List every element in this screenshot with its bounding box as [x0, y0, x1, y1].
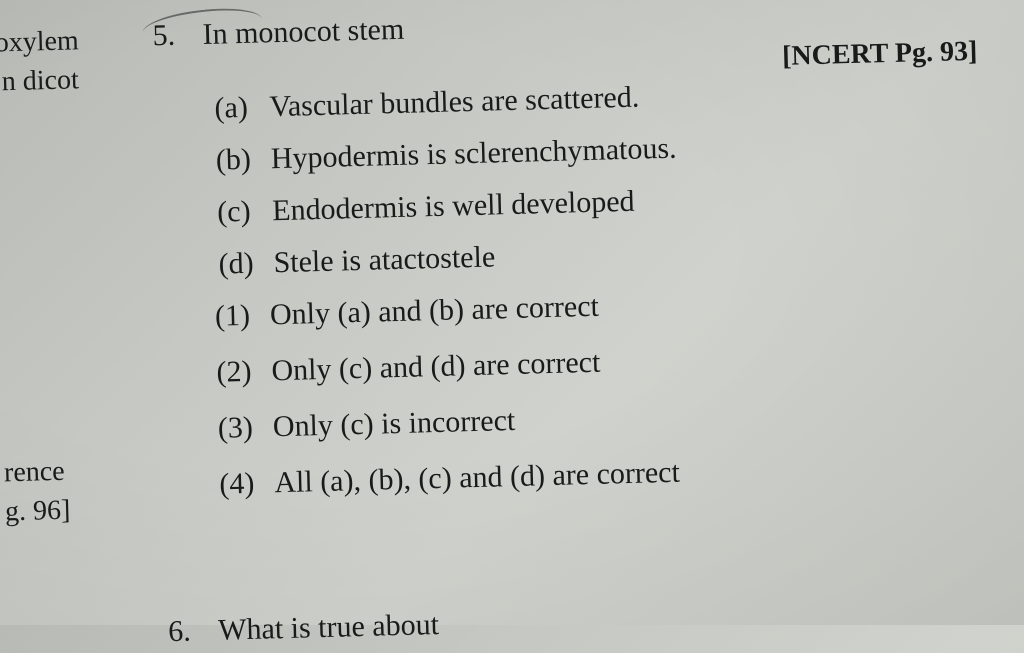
- statement-c: (c) Endodermis is well developed: [217, 175, 1012, 230]
- statement-text: Stele is atactostele: [273, 240, 495, 280]
- option-label: (2): [216, 354, 272, 389]
- statement-text: Endodermis is well developed: [272, 185, 635, 228]
- statement-label: (c): [217, 194, 273, 229]
- options-list: (1) Only (a) and (b) are correct (2) Onl…: [215, 279, 1019, 502]
- margin-bottom-1: rence: [4, 452, 70, 493]
- margin-text-1: oxylem: [0, 21, 79, 62]
- left-bottom-fragment: rence g. 96]: [4, 452, 71, 532]
- statement-text: Hypodermis is sclerenchymatous.: [270, 132, 677, 177]
- statement-text: Vascular bundles are scattered.: [269, 81, 640, 125]
- left-margin-fragment: oxylem n dicot: [0, 21, 80, 102]
- statement-b: (b) Hypodermis is sclerenchymatous.: [215, 123, 1010, 178]
- margin-bottom-2: g. 96]: [5, 491, 71, 532]
- margin-text-2: n dicot: [0, 60, 80, 101]
- statement-a: (a) Vascular bundles are scattered.: [214, 71, 1009, 126]
- statements-list: (a) Vascular bundles are scattered. (b) …: [214, 71, 1013, 282]
- option-1: (1) Only (a) and (b) are correct: [215, 279, 1015, 334]
- statement-label: (a): [214, 90, 270, 125]
- statement-label: (b): [215, 142, 271, 177]
- option-label: (1): [215, 298, 271, 333]
- question-block: 5. In monocot stem [NCERT Pg. 93] (a) Va…: [152, 0, 1019, 525]
- option-label: (4): [219, 466, 275, 501]
- option-text: Only (c) and (d) are correct: [271, 346, 601, 389]
- statement-d: (d) Stele is atactostele: [218, 227, 1013, 282]
- next-question-number: 6.: [168, 614, 219, 649]
- next-question-fragment: 6. What is true about: [168, 608, 440, 649]
- ncert-reference: [NCERT Pg. 93]: [782, 36, 978, 73]
- next-question-text: What is true about: [218, 608, 440, 648]
- option-2: (2) Only (c) and (d) are correct: [216, 335, 1016, 390]
- option-label: (3): [217, 410, 273, 445]
- option-text: All (a), (b), (c) and (d) are correct: [274, 456, 680, 501]
- option-3: (3) Only (c) is incorrect: [217, 391, 1017, 446]
- question-number: 5.: [152, 18, 203, 53]
- statement-label: (d): [218, 246, 274, 281]
- option-text: Only (a) and (b) are correct: [270, 290, 600, 333]
- option-text: Only (c) is incorrect: [272, 404, 515, 444]
- option-4: (4) All (a), (b), (c) and (d) are correc…: [219, 447, 1019, 502]
